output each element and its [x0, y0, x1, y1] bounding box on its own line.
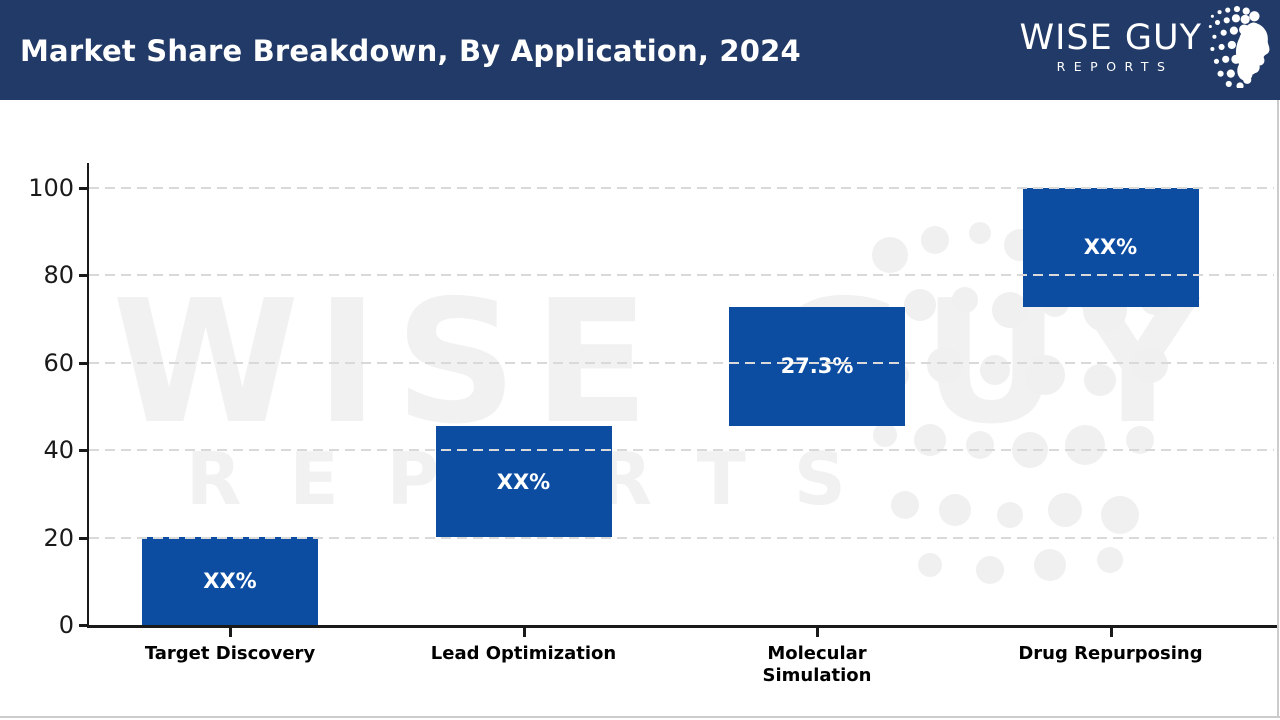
y-axis-spine — [87, 163, 89, 628]
x-category-label-1: Target Discovery — [144, 643, 316, 664]
wiseguy-logo-face-icon — [1208, 6, 1270, 88]
x-category-label-2: Lead Optimization — [430, 643, 617, 664]
y-tick-label-80: 80 — [43, 261, 74, 289]
bar-value-label: 27.3% — [780, 354, 854, 379]
y-tick-mark-100 — [79, 186, 89, 190]
gridline-80 — [89, 274, 1274, 276]
y-tick-label-40: 40 — [43, 436, 74, 464]
gridline-40 — [89, 449, 1274, 451]
y-tick-mark-0 — [79, 624, 89, 627]
x-category-label-3: Molecular Simulation — [762, 643, 872, 686]
y-tick-mark-80 — [79, 274, 89, 277]
gridline-20 — [89, 536, 1274, 539]
wiseguy-logo: WISE GUY REPORTS — [1019, 6, 1270, 88]
y-tick-mark-60 — [79, 361, 89, 365]
logo-wiseguy-label: WISE GUY — [1019, 18, 1202, 58]
x-tick-mark-2 — [522, 628, 526, 637]
bar-value-label: XX% — [1083, 235, 1138, 259]
gridline-100 — [89, 186, 1274, 189]
bar-value-label: XX% — [496, 469, 551, 494]
bar-molecular-simulation: 27.3% — [729, 306, 905, 426]
x-tick-mark-4 — [1109, 628, 1113, 637]
page-title: Market Share Breakdown, By Application, … — [20, 34, 801, 68]
wiseguy-logo-text: WISE GUY REPORTS — [1019, 19, 1202, 75]
logo-reports-label: REPORTS — [1056, 59, 1174, 74]
bar-target-discovery: XX% — [142, 537, 318, 625]
y-tick-mark-40 — [79, 449, 89, 452]
x-tick-mark-1 — [229, 628, 232, 637]
x-axis-line — [87, 625, 1277, 628]
x-category-label-4: Drug Repurposing — [1018, 643, 1203, 664]
y-tick-label-0: 0 — [58, 611, 74, 639]
x-tick-mark-3 — [816, 628, 819, 637]
y-tick-mark-20 — [79, 536, 89, 540]
page-bottom-border — [0, 716, 1280, 718]
gridline-60 — [89, 361, 1274, 364]
y-tick-label-100: 100 — [28, 173, 74, 202]
y-tick-label-60: 60 — [43, 348, 74, 377]
bar-value-label: XX% — [203, 569, 257, 594]
header-banner: Market Share Breakdown, By Application, … — [0, 0, 1280, 100]
page-right-border — [1277, 100, 1279, 717]
bar-lead-optimization: XX% — [435, 425, 612, 538]
y-tick-label-20: 20 — [43, 523, 74, 552]
bar-drug-repurposing: XX% — [1022, 187, 1199, 307]
